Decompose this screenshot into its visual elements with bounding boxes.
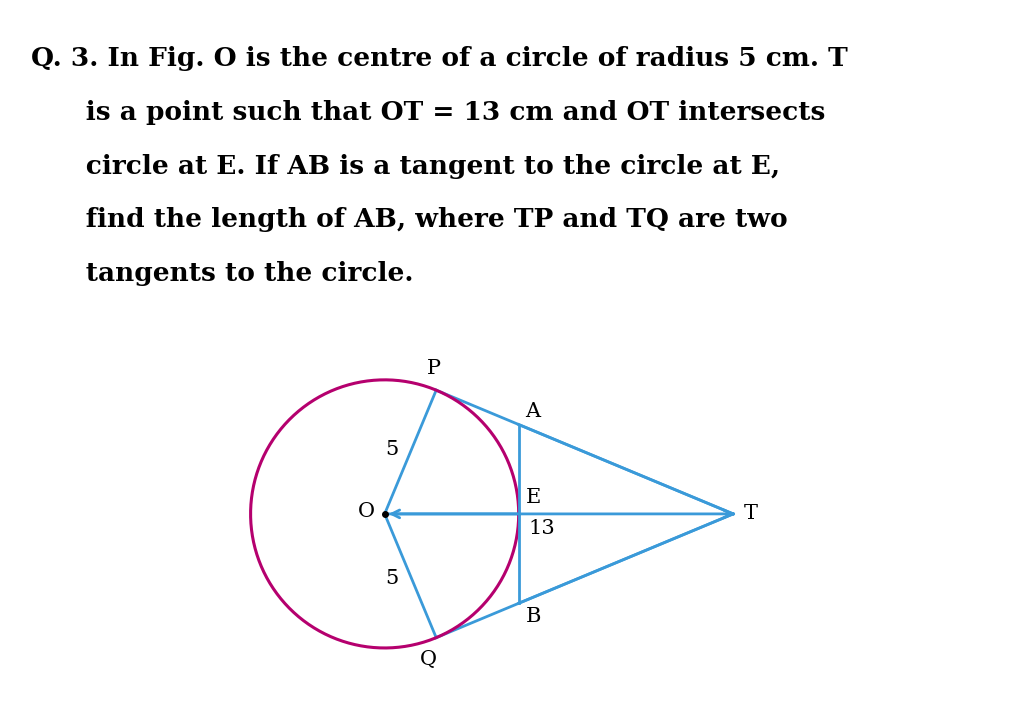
Text: A: A bbox=[525, 402, 541, 420]
Text: tangents to the circle.: tangents to the circle. bbox=[31, 261, 414, 286]
Text: Q: Q bbox=[420, 650, 436, 669]
Text: circle at E. If AB is a tangent to the circle at E,: circle at E. If AB is a tangent to the c… bbox=[31, 154, 780, 179]
Text: 5: 5 bbox=[385, 440, 398, 459]
Text: B: B bbox=[525, 607, 541, 626]
Text: T: T bbox=[743, 504, 758, 523]
Text: P: P bbox=[427, 359, 440, 378]
Text: 5: 5 bbox=[385, 569, 398, 588]
Text: E: E bbox=[525, 488, 541, 507]
Text: is a point such that OT = 13 cm and OT intersects: is a point such that OT = 13 cm and OT i… bbox=[31, 100, 825, 125]
Text: Q. 3. In Fig. O is the centre of a circle of radius 5 cm. T: Q. 3. In Fig. O is the centre of a circl… bbox=[31, 46, 848, 72]
Text: O: O bbox=[358, 502, 375, 521]
Text: find the length of AB, where TP and TQ are two: find the length of AB, where TP and TQ a… bbox=[31, 207, 787, 232]
Text: 13: 13 bbox=[528, 519, 555, 538]
